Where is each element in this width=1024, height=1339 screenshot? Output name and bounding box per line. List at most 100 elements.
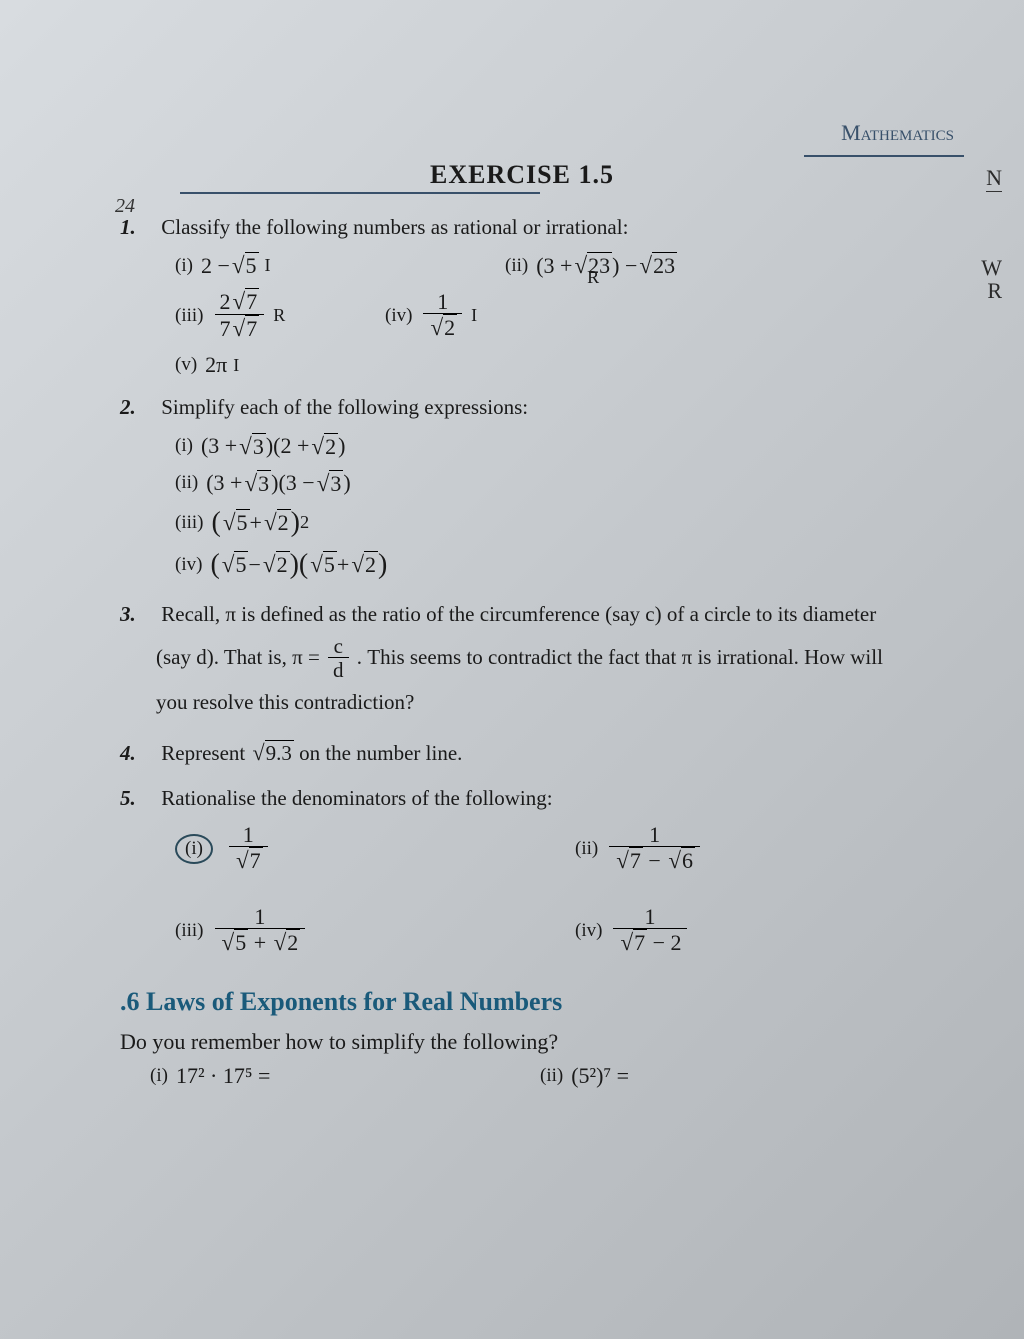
q1-i-label: (i)	[175, 255, 193, 277]
question-4: 4. Represent 9.3 on the number line.	[120, 737, 924, 769]
q1-iii-label: (iii)	[175, 305, 204, 327]
q2-iii-r2: 2	[262, 509, 291, 536]
sec-opt-i: (i) 17² · 17⁵ =	[150, 1063, 510, 1089]
q2-opt-ii: (ii) (3 + 3 )(3 − 3 )	[175, 470, 535, 497]
q1-opt-iv: (iv) 1 2 I	[385, 289, 685, 342]
q3-number: 3.	[120, 595, 156, 635]
q2-iv-r2: 2	[261, 551, 290, 578]
q1-ii-mid: ) −	[612, 253, 637, 279]
q1-iv-tag: I	[471, 305, 477, 326]
q5-opt-iv: (iv) 1 7 − 2	[575, 905, 895, 957]
question-1: 1. Classify the following numbers as rat…	[120, 212, 924, 242]
q2-number: 2.	[120, 392, 156, 422]
q1-number: 1.	[120, 212, 156, 242]
q5-ii-frac: 1 7 − 6	[609, 823, 700, 875]
q2-iv-c: )(	[290, 549, 309, 581]
sec-ii-label: (ii)	[540, 1065, 563, 1087]
q1-iii-frac: 27 77	[215, 289, 265, 342]
q1-ii-sub: R	[587, 267, 599, 288]
exercise-title: EXERCISE 1.5	[120, 160, 924, 190]
section-options: (i) 17² · 17⁵ = (ii) (5²)⁷ =	[150, 1063, 924, 1089]
question-5: 5. Rationalise the denominators of the f…	[120, 783, 924, 813]
q2-i-r2: 2	[309, 433, 338, 460]
q1-opt-v: (v) 2π I	[175, 352, 475, 378]
section-lead: Do you remember how to simplify the foll…	[120, 1029, 924, 1055]
q1-iv-frac: 1 2	[423, 290, 462, 342]
q1-i-tag: I	[265, 255, 271, 276]
q2-ii-r2: 3	[315, 470, 344, 497]
q5-number: 5.	[120, 783, 156, 813]
q3-text-c: . This seems to contradict the fact that…	[357, 645, 883, 669]
q4-text-a: Represent	[161, 741, 250, 765]
q5-iii-frac: 1 5 + 2	[215, 905, 306, 957]
q1-opt-ii: (ii) (3 + 23 ) − 23 R	[505, 252, 805, 279]
q2-options: (i) (3 + 3 )(2 + 2 ) (ii) (3 + 3 )(3 − 3…	[175, 433, 924, 581]
margin-letter-n: N	[986, 165, 1002, 192]
q1-v-expr: 2π	[205, 352, 227, 378]
q5-iv-frac: 1 7 − 2	[613, 905, 686, 957]
q3-frac: c d	[328, 635, 349, 683]
q2-ii-r1: 3	[242, 470, 271, 497]
question-3: 3. Recall, π is defined as the ratio of …	[120, 595, 924, 723]
q1-v-tag: I	[233, 355, 239, 376]
q2-i-c: )	[338, 433, 345, 459]
q2-ii-b: )(3 −	[271, 470, 315, 496]
sec-ii-expr: (5²)⁷ =	[571, 1063, 629, 1089]
section-heading: .6 Laws of Exponents for Real Numbers	[120, 987, 924, 1017]
sec-opt-ii: (ii) (5²)⁷ =	[540, 1063, 900, 1089]
q4-number: 4.	[120, 738, 156, 768]
q2-iv-d: +	[337, 552, 349, 578]
q2-opt-i: (i) (3 + 3 )(2 + 2 )	[175, 433, 535, 460]
q2-iii-mid: +	[250, 510, 262, 536]
q2-i-r1: 3	[237, 433, 266, 460]
q1-iv-label: (iv)	[385, 305, 412, 327]
q5-i-frac: 1 7	[229, 823, 268, 875]
q2-ii-label: (ii)	[175, 472, 198, 494]
q2-iv-label: (iv)	[175, 554, 202, 576]
q2-opt-iii: (iii) ( 5 + 2 ) 2	[175, 507, 535, 539]
q1-i-expr: 2 −	[201, 253, 230, 279]
q1-ii-open: (3 +	[536, 253, 572, 279]
q2-iii-label: (iii)	[175, 512, 204, 534]
q1-options: (i) 2 − 5 I (ii) (3 + 23 ) − 23 R (iii) …	[175, 252, 924, 378]
page-body: EXERCISE 1.5 1. Classify the following n…	[40, 100, 984, 1109]
q2-iv-e: )	[378, 549, 387, 581]
question-2: 2. Simplify each of the following expres…	[120, 392, 924, 422]
q5-i-label: (i)	[175, 834, 213, 864]
q3-text-d: you resolve this contradiction?	[156, 690, 414, 714]
q2-iv-r1: 5	[220, 551, 249, 578]
q1-opt-iii: (iii) 27 77 R	[175, 289, 355, 342]
q4-text-b: on the number line.	[299, 741, 462, 765]
title-rule	[180, 192, 540, 194]
q1-text: Classify the following numbers as ration…	[161, 215, 628, 239]
q2-iv-r3: 5	[308, 551, 337, 578]
q5-options: (i) 1 7 (ii) 1 7 − 6 (iii) 1 5	[175, 823, 924, 957]
q2-ii-a: (3 +	[206, 470, 242, 496]
q5-ii-label: (ii)	[575, 838, 598, 860]
q1-v-label: (v)	[175, 354, 197, 376]
q5-text: Rationalise the denominators of the foll…	[161, 786, 552, 810]
q2-iv-b: −	[248, 552, 260, 578]
q2-i-a: (3 +	[201, 433, 237, 459]
q2-iii-close: )	[291, 507, 300, 539]
q3-text-a: Recall, π is defined as the ratio of the…	[161, 602, 876, 626]
q2-i-b: )(2 +	[266, 433, 310, 459]
q2-opt-iv: (iv) ( 5 − 2 )( 5 + 2 )	[175, 549, 535, 581]
q5-opt-iii: (iii) 1 5 + 2	[175, 905, 495, 957]
q5-opt-i: (i) 1 7	[175, 823, 495, 875]
q5-iv-label: (iv)	[575, 920, 602, 942]
q1-ii-r2: 23	[637, 252, 677, 279]
q5-opt-ii: (ii) 1 7 − 6	[575, 823, 895, 875]
q2-i-label: (i)	[175, 435, 193, 457]
sec-i-label: (i)	[150, 1065, 168, 1087]
q2-iv-a: (	[210, 549, 219, 581]
q2-iii-r1: 5	[221, 509, 250, 536]
q2-text: Simplify each of the following expressio…	[161, 395, 528, 419]
q3-text-b: (say d). That is, π =	[156, 645, 325, 669]
q1-ii-label: (ii)	[505, 255, 528, 277]
q5-iii-label: (iii)	[175, 920, 204, 942]
q2-iii-open: (	[212, 507, 221, 539]
q1-iii-tag: R	[273, 305, 285, 326]
q4-sqrt: 9.3	[250, 737, 293, 769]
margin-letter-r: R	[987, 278, 1002, 304]
